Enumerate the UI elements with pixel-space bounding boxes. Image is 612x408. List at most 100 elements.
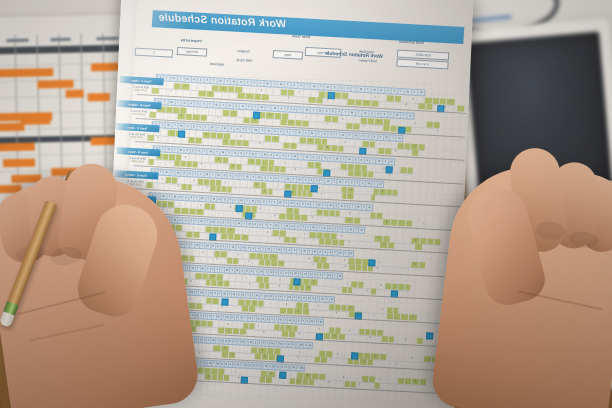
- schedule-cell[interactable]: [195, 302, 203, 309]
- schedule-cell[interactable]: [254, 187, 261, 194]
- schedule-cell[interactable]: [296, 236, 304, 244]
- schedule-cell[interactable]: [316, 308, 325, 315]
- schedule-cell[interactable]: [269, 299, 277, 307]
- schedule-cell[interactable]: 8: [227, 350, 236, 358]
- schedule-cell[interactable]: [186, 183, 193, 190]
- schedule-cell[interactable]: [301, 354, 308, 362]
- schedule-cell[interactable]: 6: [205, 90, 215, 97]
- schedule-cell[interactable]: [264, 258, 271, 265]
- schedule-cell[interactable]: [199, 296, 207, 303]
- schedule-cell[interactable]: [263, 299, 271, 306]
- schedule-cell[interactable]: [199, 113, 207, 120]
- schedule-cell[interactable]: [243, 345, 251, 353]
- schedule-cell[interactable]: [280, 330, 289, 337]
- schedule-cell[interactable]: [214, 108, 223, 115]
- schedule-cell[interactable]: [378, 352, 387, 360]
- schedule-cell[interactable]: [174, 153, 182, 160]
- schedule-cell[interactable]: [273, 347, 281, 354]
- schedule-cell[interactable]: [179, 295, 187, 302]
- schedule-cell[interactable]: 4: [194, 349, 203, 356]
- schedule-cell[interactable]: [367, 217, 375, 224]
- schedule-cell[interactable]: [235, 351, 243, 358]
- schedule-cell[interactable]: [340, 286, 347, 293]
- schedule-cell[interactable]: [345, 121, 353, 129]
- schedule-cell[interactable]: [262, 211, 271, 218]
- schedule-cell[interactable]: 8: [400, 101, 411, 109]
- schedule-cell[interactable]: [247, 351, 255, 359]
- schedule-cell[interactable]: [328, 262, 336, 269]
- schedule-cell[interactable]: [309, 143, 317, 150]
- schedule-cell[interactable]: [194, 154, 202, 161]
- schedule-cell[interactable]: [252, 281, 259, 288]
- schedule-cell[interactable]: [185, 159, 192, 167]
- schedule-cell[interactable]: [294, 119, 303, 126]
- schedule-cell[interactable]: [315, 96, 324, 104]
- schedule-cell[interactable]: 1: [288, 142, 298, 149]
- schedule-cell[interactable]: [209, 184, 216, 192]
- schedule-cell[interactable]: 9: [228, 162, 237, 169]
- rotation-marker[interactable]: [177, 130, 186, 138]
- schedule-cell[interactable]: [347, 257, 355, 264]
- schedule-cell[interactable]: [302, 260, 310, 267]
- schedule-cell[interactable]: 4: [245, 281, 253, 288]
- schedule-cell[interactable]: [427, 220, 436, 227]
- schedule-cell[interactable]: [173, 294, 181, 302]
- schedule-cell[interactable]: [206, 249, 214, 256]
- schedule-cell[interactable]: [292, 207, 300, 214]
- schedule-cell[interactable]: [202, 302, 211, 309]
- schedule-cell[interactable]: [405, 148, 413, 156]
- schedule-cell[interactable]: 9: [370, 352, 380, 359]
- schedule-cell[interactable]: [274, 206, 281, 213]
- schedule-cell[interactable]: [282, 141, 290, 149]
- schedule-cell[interactable]: [347, 169, 354, 176]
- schedule-cell[interactable]: [319, 379, 326, 386]
- schedule-cell[interactable]: [278, 306, 287, 313]
- schedule-cell[interactable]: [285, 212, 294, 220]
- schedule-cell[interactable]: [215, 185, 221, 192]
- schedule-cell[interactable]: [153, 341, 162, 348]
- schedule-cell[interactable]: [353, 116, 361, 123]
- schedule-cell[interactable]: [319, 255, 327, 262]
- schedule-cell[interactable]: [150, 370, 157, 377]
- schedule-cell[interactable]: [155, 199, 162, 206]
- schedule-cell[interactable]: [156, 246, 164, 254]
- schedule-cell[interactable]: [237, 109, 245, 117]
- schedule-cell[interactable]: 9: [176, 112, 186, 119]
- schedule-cell[interactable]: [374, 217, 383, 224]
- schedule-cell[interactable]: [155, 347, 163, 354]
- schedule-cell[interactable]: [216, 326, 225, 334]
- schedule-cell[interactable]: [380, 335, 388, 342]
- schedule-cell[interactable]: [301, 378, 309, 385]
- schedule-cell[interactable]: [279, 118, 287, 125]
- schedule-cell[interactable]: 7: [353, 169, 362, 176]
- schedule-cell[interactable]: [231, 327, 240, 334]
- field-value-3b[interactable]: 2: [134, 47, 174, 58]
- schedule-cell[interactable]: [331, 121, 339, 128]
- schedule-cell[interactable]: [385, 306, 393, 313]
- schedule-cell[interactable]: [162, 371, 169, 378]
- schedule-cell[interactable]: 7: [285, 206, 294, 214]
- schedule-cell[interactable]: [221, 91, 230, 98]
- schedule-cell[interactable]: [159, 158, 167, 165]
- schedule-cell[interactable]: [307, 96, 316, 103]
- schedule-cell[interactable]: 5: [250, 298, 258, 306]
- schedule-cell[interactable]: [162, 253, 169, 260]
- schedule-cell[interactable]: [290, 259, 297, 267]
- schedule-cell[interactable]: [231, 297, 239, 305]
- schedule-cell[interactable]: [357, 287, 364, 294]
- schedule-cell[interactable]: [411, 149, 419, 156]
- schedule-cell[interactable]: [200, 255, 207, 262]
- schedule-cell[interactable]: 2: [157, 205, 167, 213]
- schedule-cell[interactable]: [309, 113, 318, 121]
- schedule-cell[interactable]: [218, 208, 226, 216]
- schedule-cell[interactable]: [392, 171, 399, 178]
- schedule-cell[interactable]: [367, 117, 375, 124]
- schedule-cell[interactable]: [261, 158, 268, 165]
- schedule-cell[interactable]: [280, 206, 287, 213]
- schedule-cell[interactable]: [285, 306, 294, 314]
- schedule-cell[interactable]: [210, 279, 217, 286]
- schedule-cell[interactable]: [236, 92, 245, 99]
- schedule-cell[interactable]: [290, 254, 298, 261]
- schedule-cell[interactable]: [175, 277, 182, 284]
- schedule-cell[interactable]: [430, 314, 439, 321]
